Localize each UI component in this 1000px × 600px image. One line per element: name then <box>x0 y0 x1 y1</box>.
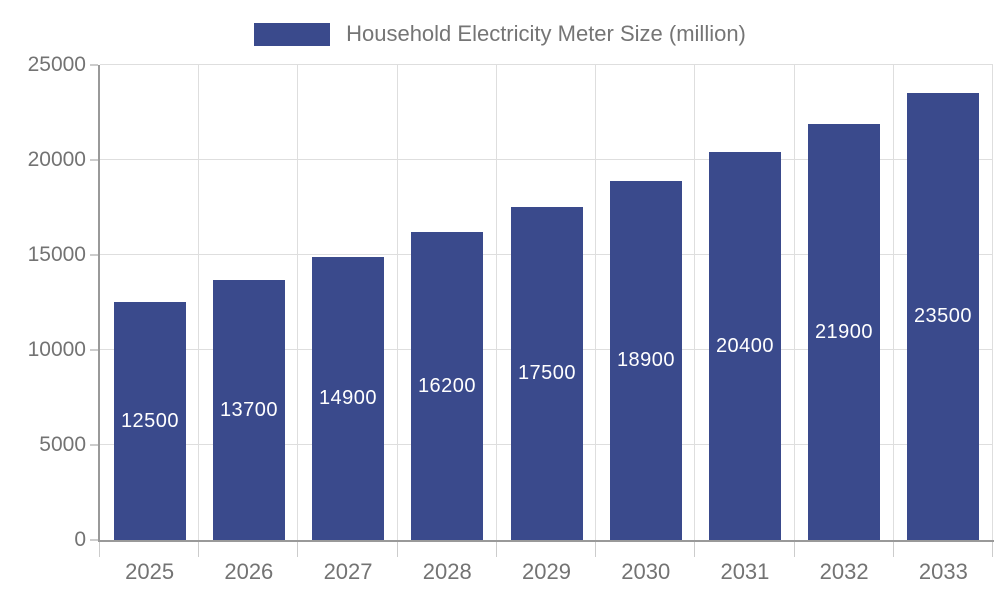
x-axis-tick <box>397 542 398 557</box>
x-axis-tick-label: 2028 <box>422 559 472 584</box>
gridline-vertical <box>794 65 795 540</box>
y-axis-tick <box>90 539 98 541</box>
plot-area: 12500 13700 14900 16200 17500 18900 20400 21900… <box>90 64 994 557</box>
y-axis-tick <box>90 254 98 256</box>
gridline-vertical <box>893 65 894 540</box>
bar-value-label: 17500 <box>517 362 577 384</box>
gridline-horizontal <box>100 159 993 160</box>
bar[interactable]: 13700 <box>213 280 285 540</box>
bar-value-label: 21900 <box>814 320 874 343</box>
gridline-vertical <box>397 65 398 540</box>
gridline-vertical <box>595 65 596 540</box>
y-axis-line <box>98 65 100 542</box>
y-axis-tick <box>90 444 98 446</box>
x-axis-tick-label: 2027 <box>323 559 373 584</box>
legend-label: Household Electricity Meter Size (millio… <box>346 21 746 46</box>
x-axis-tick <box>794 542 795 557</box>
y-axis-tick-label: 15000 <box>27 243 86 266</box>
gridline-vertical <box>496 65 497 540</box>
bar-value-label: 16200 <box>417 374 477 397</box>
bar[interactable]: 16200 <box>411 232 483 540</box>
y-axis-tick-label: 25000 <box>27 53 86 76</box>
x-axis-tick-label: 2029 <box>522 559 571 584</box>
bar[interactable]: 23500 <box>907 93 979 540</box>
gridline-vertical <box>297 65 298 540</box>
x-axis-tick-label: 2032 <box>819 559 869 584</box>
bar-value-label: 20400 <box>715 334 775 357</box>
gridline-horizontal <box>100 64 993 65</box>
bar-value-label: 14900 <box>318 387 378 409</box>
bar[interactable]: 18900 <box>610 181 682 540</box>
y-axis-tick-label: 5000 <box>39 433 86 456</box>
x-axis-tick-label: 2031 <box>720 559 770 584</box>
x-axis-tick <box>595 542 596 557</box>
bar-value-label: 18900 <box>616 349 676 371</box>
x-axis-tick-label: 2026 <box>224 559 274 584</box>
x-axis-tick <box>992 542 993 557</box>
x-axis-tick <box>694 542 695 557</box>
bar[interactable]: 12500 <box>114 302 186 540</box>
bar-value-label: 23500 <box>913 305 973 327</box>
y-axis-tick-label: 0 <box>74 528 86 551</box>
bar[interactable]: 17500 <box>511 207 583 540</box>
x-axis-tick <box>496 542 497 557</box>
gridline-vertical <box>992 65 993 540</box>
x-axis-tick-label: 2030 <box>621 559 671 584</box>
gridline-vertical <box>198 65 199 540</box>
bar[interactable]: 14900 <box>312 257 384 540</box>
x-axis-tick <box>99 542 100 557</box>
legend-item[interactable]: Household Electricity Meter Size (millio… <box>0 21 1000 47</box>
y-axis-tick-label: 20000 <box>27 148 86 171</box>
y-axis-tick-label: 10000 <box>27 338 86 361</box>
bar-value-label: 13700 <box>219 398 279 421</box>
x-axis-tick <box>297 542 298 557</box>
bar[interactable]: 21900 <box>808 124 880 540</box>
bar[interactable]: 20400 <box>709 152 781 540</box>
x-axis-tick <box>893 542 894 557</box>
bar-value-label: 12500 <box>120 409 180 432</box>
legend-swatch-icon <box>254 22 331 46</box>
x-axis-tick-label: 2033 <box>918 559 968 584</box>
x-axis-tick <box>198 542 199 557</box>
x-axis-tick-label: 2025 <box>125 559 175 584</box>
y-axis-tick <box>90 349 98 351</box>
gridline-vertical <box>694 65 695 540</box>
y-axis-tick <box>90 64 98 66</box>
x-axis-line <box>98 540 994 542</box>
y-axis-tick <box>90 159 98 161</box>
